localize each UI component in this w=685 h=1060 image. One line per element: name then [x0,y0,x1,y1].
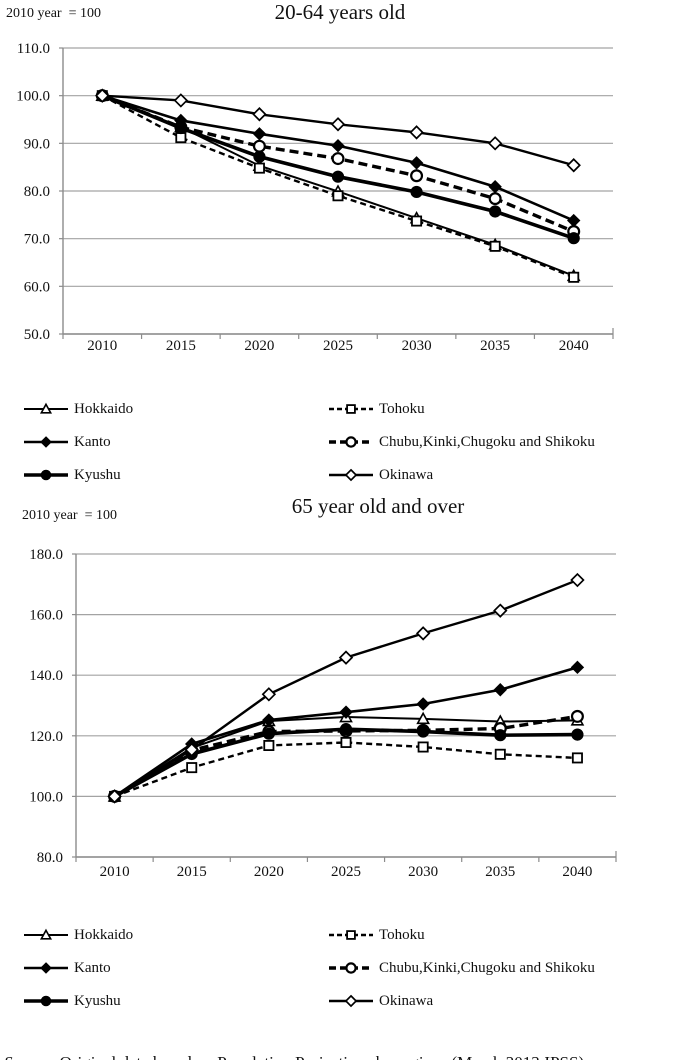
diamond-open-legend-icon [329,994,373,1008]
series-kyushu [96,89,580,245]
y-tick-label: 160.0 [29,608,63,624]
lower-chart-title: 65 year old and over [291,494,465,518]
y-tick-label: 80.0 [37,850,63,866]
triangle-open-legend-icon [24,402,68,414]
diamond-filled-legend-icon [24,962,68,974]
x-tick-label: 2015 [177,864,207,880]
y-tick-label: 110.0 [17,41,50,57]
y-tick-label: 140.0 [29,668,63,684]
y-tick-label: 70.0 [24,232,50,248]
x-tick-label: 2010 [87,338,117,354]
legend-item-chubu-kinki-chugoku-and-shikoku: Chubu,Kinki,Chugoku and Shikoku [328,952,595,984]
legend-row: Kyushu Okinawa [0,459,685,491]
legend-item-hokkaido: Hokkaido [23,393,133,425]
y-tick-label: 120.0 [29,729,63,745]
legend-label: Okinawa [379,466,434,483]
series-okinawa [95,88,581,173]
legend-row: Kanto Chubu,Kinki,Chugoku and Shikoku [0,426,685,458]
legend-row: Hokkaido Tohoku [0,919,685,951]
legend-label: Tohoku [379,400,425,417]
y-tick-label: 60.0 [24,279,50,295]
legend-item-kanto: Kanto [23,952,111,984]
x-tick-label: 2015 [166,338,196,354]
legend-item-kanto: Kanto [23,426,111,458]
legend-label: Kanto [74,959,111,976]
x-tick-label: 2040 [562,864,592,880]
series-kanto [95,88,581,228]
x-tick-label: 2010 [100,864,130,880]
y-tick-label: 50.0 [24,327,50,343]
legend-row: Kyushu Okinawa [0,985,685,1017]
legend-item-okinawa: Okinawa [328,985,433,1017]
legend-label: Hokkaido [74,926,134,943]
x-tick-label: 2020 [244,338,274,354]
series-tohoku [109,736,583,802]
legend-item-hokkaido: Hokkaido [23,919,133,951]
x-tick-label: 2035 [485,864,515,880]
legend-row: Kanto Chubu,Kinki,Chugoku and Shikoku [0,952,685,984]
diamond-open-legend-icon [329,468,373,482]
lower-chart-note: 2010 year = 100 [22,508,117,523]
legend-row: Hokkaido Tohoku [0,393,685,425]
upper-line-chart: 110.0 100.0 90.0 80.0 70.0 60.0 50.0 2010 2015 20… [16,41,614,354]
square-open-legend-icon [329,404,373,414]
legend-label: Chubu,Kinki,Chugoku and Shikoku [379,959,595,976]
lower-line-chart: 180.0 160.0 140.0 120.0 100.0 80.0 2010 2015 202… [29,547,617,880]
circle-filled-legend-icon [24,995,68,1007]
legend-label: Okinawa [379,992,434,1009]
upper-chart-note: 2010 year = 100 [6,6,101,21]
series-okinawa [107,572,585,804]
y-tick-label: 90.0 [24,136,50,152]
triangle-open-legend-icon [24,928,68,940]
legend-label: Kanto [74,433,111,450]
legend-label: Tohoku [379,926,425,943]
lower-legend: Hokkaido Tohoku Kanto Chubu,Kinki,Chugoku a… [0,919,685,1015]
x-tick-label: 2025 [331,864,361,880]
legend-item-tohoku: Tohoku [328,393,425,425]
legend-label: Kyushu [74,992,121,1009]
x-tick-label: 2035 [480,338,510,354]
source-note: Source: Original data based on Populatio… [4,1053,584,1060]
legend-label: Hokkaido [74,400,134,417]
legend-item-chubu-kinki-chugoku-and-shikoku: Chubu,Kinki,Chugoku and Shikoku [328,426,595,458]
legend-item-kyushu: Kyushu [23,985,121,1017]
circle-open-legend-icon [329,436,373,448]
x-tick-label: 2020 [254,864,284,880]
x-tick-label: 2025 [323,338,353,354]
square-open-legend-icon [329,930,373,940]
x-tick-label: 2040 [559,338,589,354]
y-tick-label: 80.0 [24,184,50,200]
circle-filled-legend-icon [24,469,68,481]
upper-chart-title: 20-64 years old [274,0,406,24]
legend-label: Kyushu [74,466,121,483]
source-text: : Original data based on Population Proj… [51,1053,585,1060]
y-tick-label: 180.0 [29,547,63,563]
circle-open-legend-icon [329,962,373,974]
y-tick-label: 100.0 [16,89,50,105]
upper-legend: Hokkaido Tohoku Kanto Chubu,Kinki,Chugoku a… [0,393,685,489]
source-label: Source [4,1053,51,1060]
x-tick-label: 2030 [402,338,432,354]
diamond-filled-legend-icon [24,436,68,448]
y-tick-label: 100.0 [29,789,63,805]
legend-item-tohoku: Tohoku [328,919,425,951]
x-tick-label: 2030 [408,864,438,880]
legend-item-okinawa: Okinawa [328,459,433,491]
legend-label: Chubu,Kinki,Chugoku and Shikoku [379,433,595,450]
legend-item-kyushu: Kyushu [23,459,121,491]
